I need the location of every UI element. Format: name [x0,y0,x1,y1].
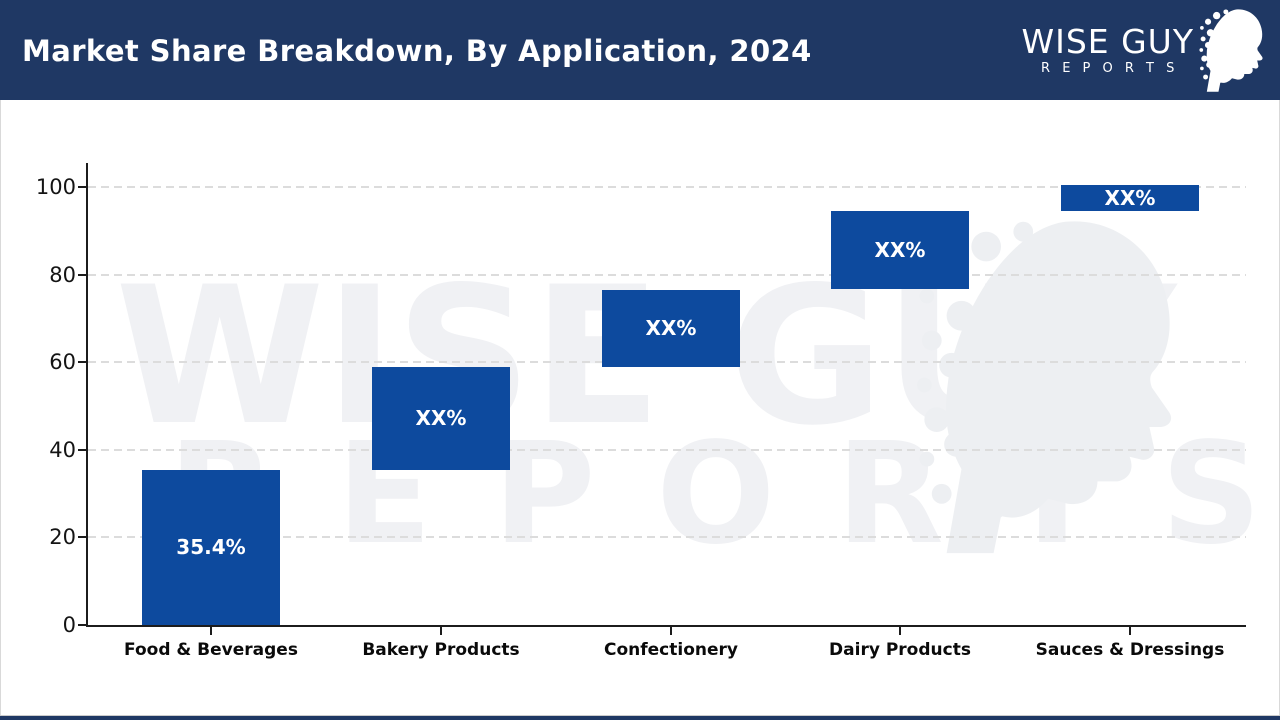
y-tick-label: 40 [49,437,76,462]
y-tick-mark [78,273,86,276]
y-axis-line [86,163,88,627]
y-tick-label: 60 [49,350,76,375]
grid-line [88,448,1246,451]
x-tick-mark [440,627,442,635]
page-title: Market Share Breakdown, By Application, … [22,34,812,68]
waterfall-bar [142,469,280,625]
y-tick-label: 20 [49,525,76,550]
left-edge-border [0,100,1,715]
y-tick-mark [78,448,86,451]
x-category-label: Bakery Products [362,640,520,660]
waterfall-bar [831,210,969,289]
y-tick-label: 0 [62,613,76,637]
x-tick-mark [1129,627,1131,635]
x-category-label: Sauces & Dressings [1035,640,1225,660]
bar-value-label: XX% [645,316,697,341]
logo-tagline: R E P O R T S [1041,61,1179,76]
y-tick-mark [78,624,86,626]
x-tick-mark [899,627,901,635]
x-category-label: Dairy Products [829,640,971,660]
x-category-label: Confectionery [604,640,738,660]
waterfall-bar [372,366,510,470]
x-tick-mark [670,627,672,635]
x-tick-mark [210,627,212,635]
grid-line [88,186,1246,188]
footer-bar [0,715,1280,720]
x-axis-line [86,625,1246,627]
bar-value-label: XX% [1104,185,1156,210]
y-tick-mark [78,186,86,188]
y-tick-label: 80 [49,262,76,287]
bar-value-label: XX% [415,406,467,431]
grid-line [88,273,1246,276]
waterfall-bar [602,289,740,367]
logo-wordmark: WISE GUY [1021,22,1194,61]
y-tick-mark [78,536,86,539]
y-tick-label: 100 [35,175,76,199]
y-tick-mark [78,361,86,364]
bar-value-label: XX% [874,237,926,262]
bar-value-label: 35.4% [176,535,246,560]
waterfall-bar [1061,184,1199,211]
header-bar: Market Share Breakdown, By Application, … [0,0,1280,100]
wiseguy-logo: WISE GUY R E P O R T S [1021,7,1270,93]
grid-line [88,536,1246,539]
logo-text-block: WISE GUY R E P O R T S [1021,25,1194,75]
x-category-label: Food & Beverages [124,640,298,660]
